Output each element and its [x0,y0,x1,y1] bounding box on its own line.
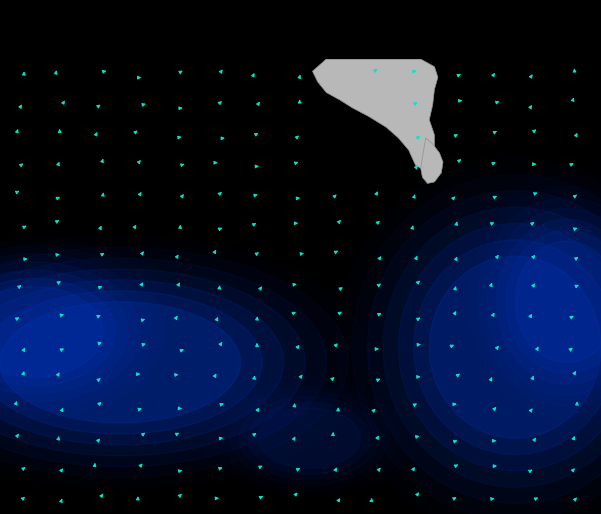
Polygon shape [421,138,443,183]
Ellipse shape [0,262,140,402]
Ellipse shape [0,270,128,394]
Ellipse shape [0,254,153,410]
Ellipse shape [0,258,327,467]
Ellipse shape [248,402,370,474]
Text: Secondary Swell energy on Thursday 20 Mar at 2pm +05: Secondary Swell energy on Thursday 20 Ma… [42,10,559,28]
Ellipse shape [0,287,103,377]
Polygon shape [313,59,438,168]
Ellipse shape [429,256,601,438]
Ellipse shape [487,208,601,395]
Ellipse shape [506,230,601,373]
Ellipse shape [0,291,262,434]
Ellipse shape [258,408,361,469]
Ellipse shape [0,269,305,456]
Ellipse shape [0,302,240,423]
Ellipse shape [398,224,601,471]
Ellipse shape [0,280,284,445]
Ellipse shape [367,191,601,504]
Ellipse shape [515,241,601,362]
Ellipse shape [414,240,601,454]
Ellipse shape [0,279,115,386]
Text: Arrows show the wind wave direction: Arrows show the wind wave direction [184,42,417,55]
Ellipse shape [496,219,601,384]
Ellipse shape [383,207,601,487]
